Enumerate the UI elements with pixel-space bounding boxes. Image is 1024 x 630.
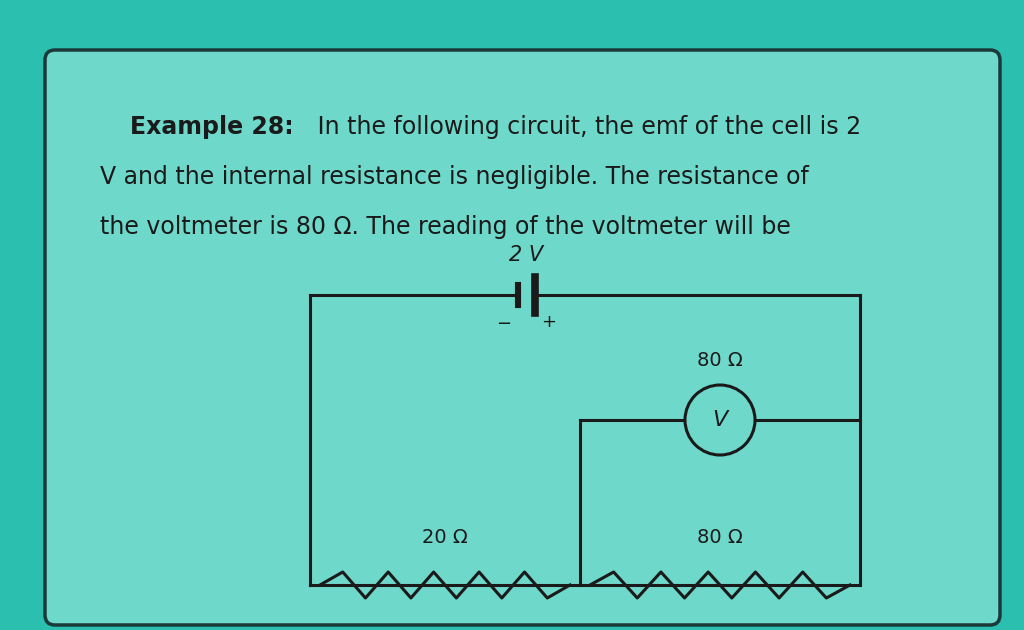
Text: $-$: $-$ [497,313,512,331]
Text: V and the internal resistance is negligible. The resistance of: V and the internal resistance is negligi… [100,165,809,189]
Text: 2 V: 2 V [509,245,544,265]
Text: 80 Ω: 80 Ω [697,351,742,370]
Text: the voltmeter is 80 Ω. The reading of the voltmeter will be: the voltmeter is 80 Ω. The reading of th… [100,215,791,239]
Text: 80 Ω: 80 Ω [697,528,742,547]
Text: 20 Ω: 20 Ω [422,528,468,547]
Text: V: V [713,410,728,430]
Text: $+$: $+$ [542,313,557,331]
Text: Example 28:: Example 28: [130,115,294,139]
Circle shape [685,385,755,455]
FancyBboxPatch shape [45,50,1000,625]
Text: In the following circuit, the emf of the cell is 2: In the following circuit, the emf of the… [310,115,861,139]
